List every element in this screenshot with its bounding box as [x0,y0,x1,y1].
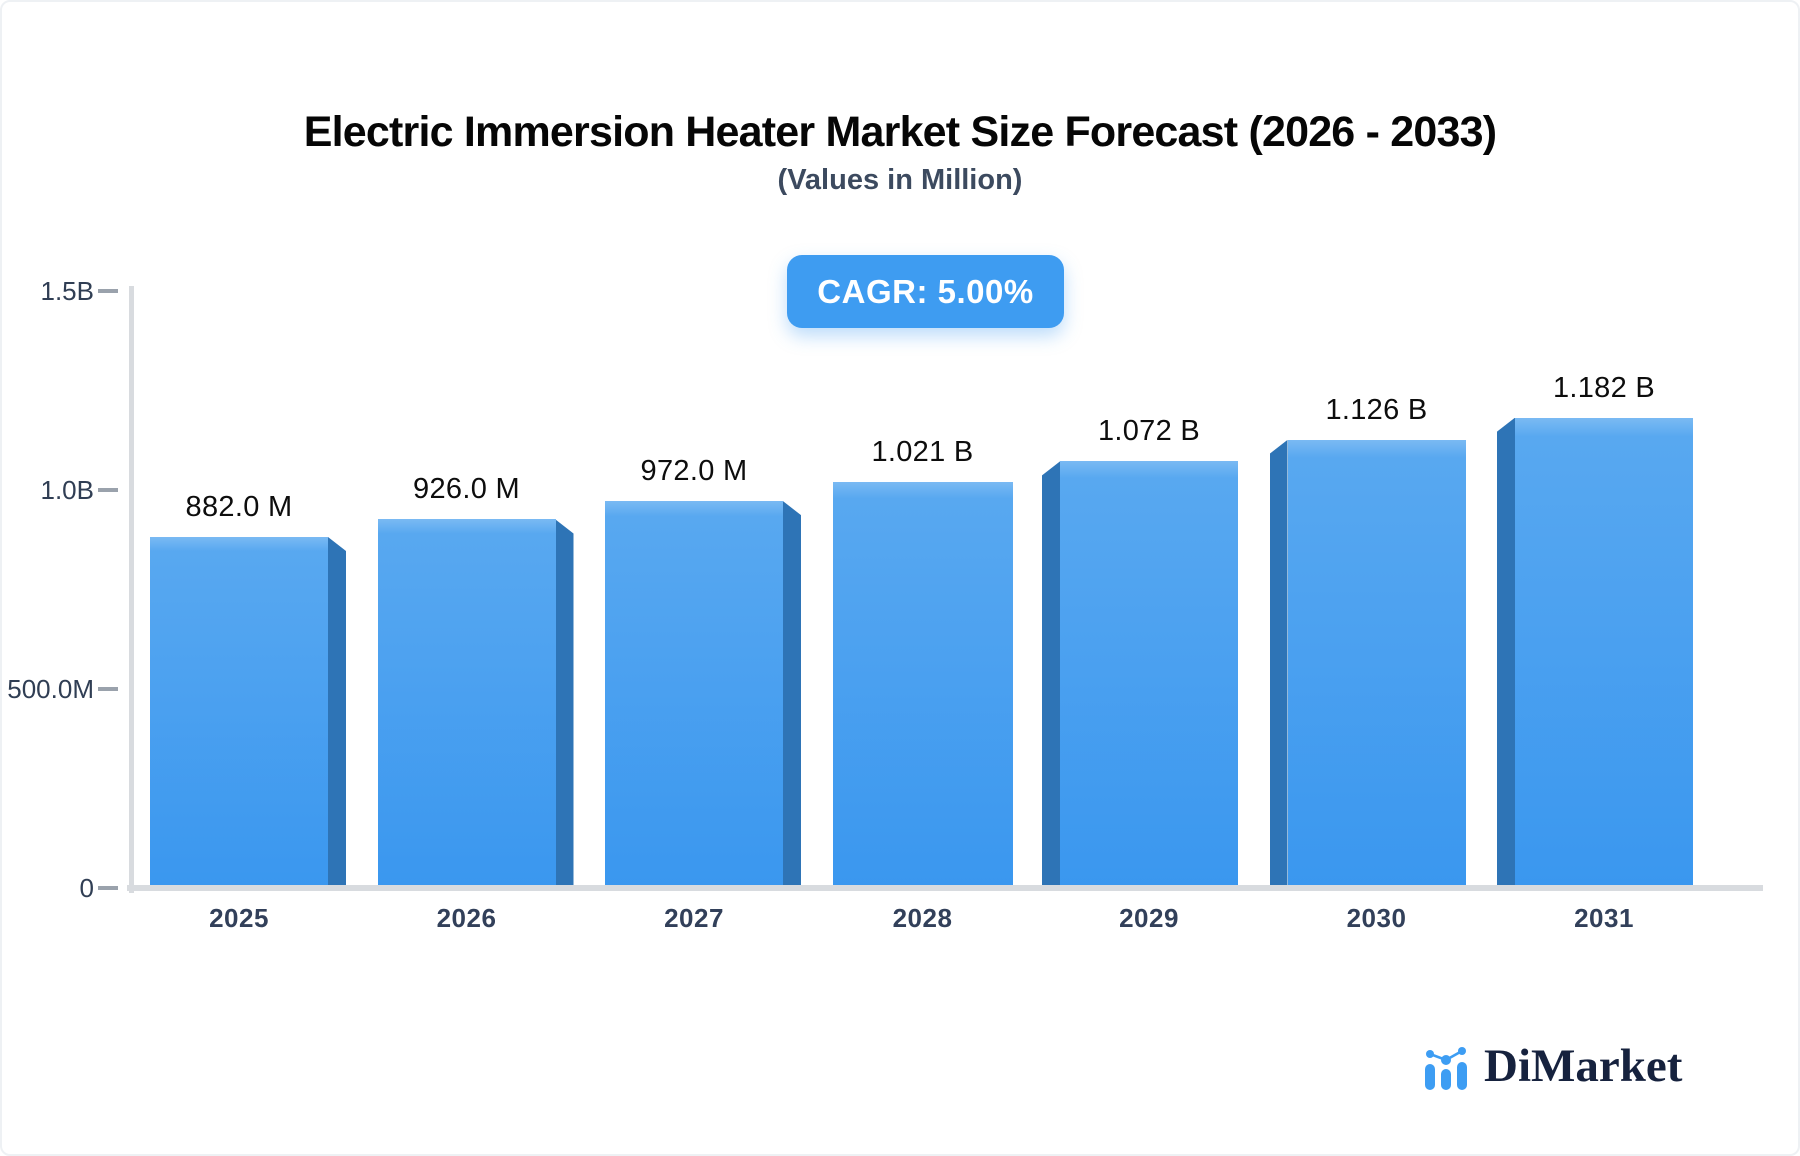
x-axis-label-2031: 2031 [1574,903,1634,933]
bar-2031 [1515,417,1693,888]
cagr-badge-label: CAGR: 5.00% [817,272,1034,310]
x-axis-label-2028: 2028 [892,903,953,933]
bar-value-label: 972.0 M [640,455,748,488]
x-axis-label-2029: 2029 [1119,903,1179,933]
x-axis-baseline [127,885,1763,891]
bar-value-label: 1.072 B [1097,415,1201,448]
bar-side-face-2029 [1042,461,1060,888]
bar-side-face-2026 [555,519,574,888]
chart-subtitle: (Values in Million) [777,164,1023,196]
x-axis-label-2026: 2026 [436,903,497,933]
bar-value-label: 1.182 B [1552,371,1656,404]
bar-2026 [377,519,556,888]
bar-side-face-2025 [328,536,346,888]
bar-value-label: 882.0 M [185,490,293,523]
y-axis-label: 0 [79,873,94,903]
y-axis-tick [98,488,118,492]
x-axis-label-2025: 2025 [209,903,269,933]
brand-logo-text: DiMarket [1484,1040,1683,1092]
bar-side-face-2031 [1497,417,1515,888]
bar-2029 [1060,461,1238,888]
y-axis-tick [98,289,118,293]
cagr-badge: CAGR: 5.00% [787,255,1064,328]
bar-2025 [150,536,328,888]
bar-side-face-2027 [783,501,801,888]
y-axis-line [129,286,134,893]
bar-value-label: 926.0 M [413,473,520,506]
y-axis-label: 1.5B [40,276,95,306]
y-axis-tick [98,886,118,890]
chart-title: Electric Immersion Heater Market Size Fo… [303,108,1497,156]
y-axis-label: 500.0M [7,674,94,704]
mini-bar-chart-logo-icon [1425,1047,1467,1090]
bar-side-face-2030 [1269,439,1288,888]
y-axis-tick [98,687,118,691]
bar-2030 [1287,439,1466,888]
x-axis-label-2030: 2030 [1346,903,1407,933]
bar-value-label: 1.021 B [871,435,974,468]
y-axis-label: 1.0B [40,475,95,505]
x-axis-label-2027: 2027 [664,903,724,933]
bar-2027 [605,501,783,888]
bar-2028 [832,481,1013,888]
bar-value-label: 1.126 B [1325,393,1428,426]
brand-logo: DiMarket [1422,1036,1682,1096]
